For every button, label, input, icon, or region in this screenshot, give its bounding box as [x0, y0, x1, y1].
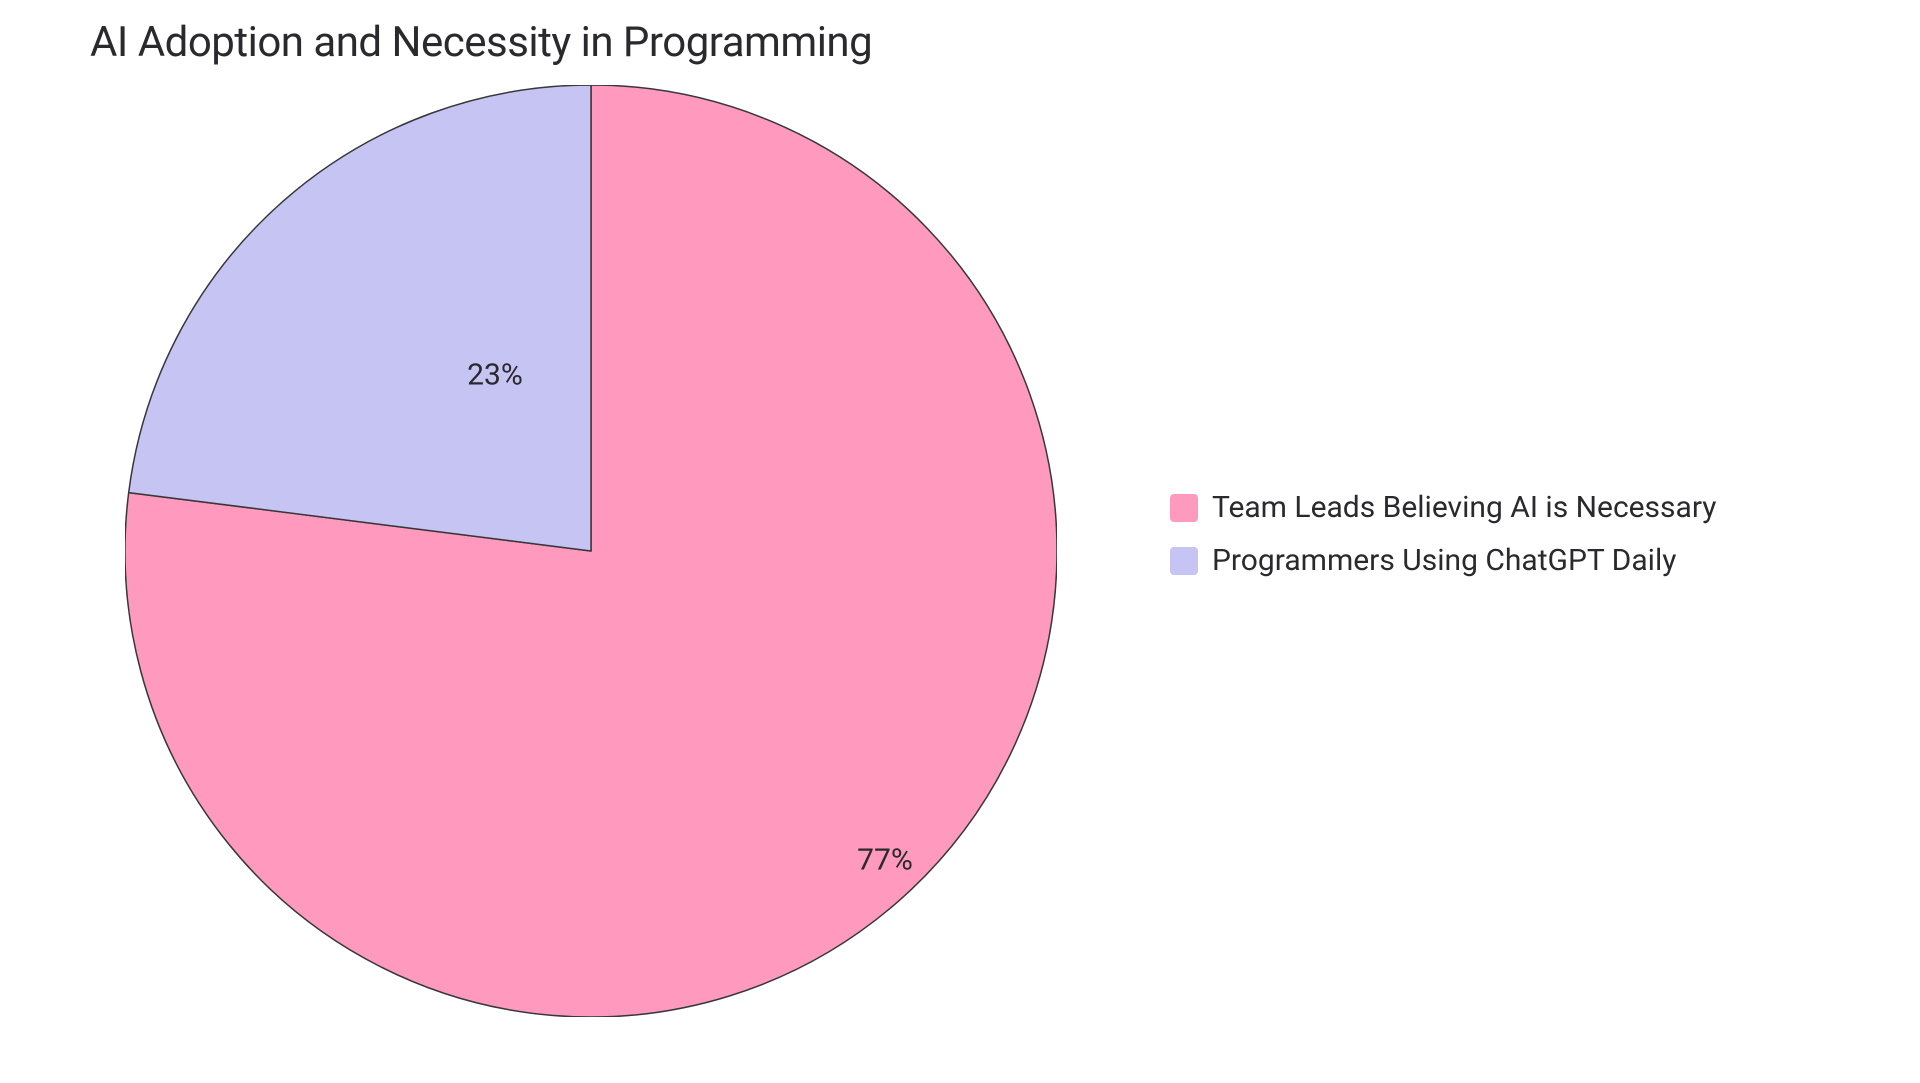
- legend-swatch-1: [1170, 547, 1198, 575]
- slice-label-1: 23%: [467, 358, 523, 393]
- legend-item-1: Programmers Using ChatGPT Daily: [1170, 543, 1716, 578]
- legend-swatch-0: [1170, 494, 1198, 522]
- pie-chart: 77% 23%: [125, 85, 1057, 1017]
- pie-svg: [125, 85, 1057, 1017]
- chart-container: AI Adoption and Necessity in Programming…: [0, 0, 1920, 1083]
- slice-label-0: 77%: [857, 843, 913, 878]
- legend: Team Leads Believing AI is Necessary Pro…: [1170, 490, 1716, 578]
- legend-label-1: Programmers Using ChatGPT Daily: [1212, 543, 1676, 578]
- pie-slice-1: [129, 85, 591, 551]
- legend-label-0: Team Leads Believing AI is Necessary: [1212, 490, 1716, 525]
- legend-item-0: Team Leads Believing AI is Necessary: [1170, 490, 1716, 525]
- chart-title: AI Adoption and Necessity in Programming: [90, 18, 872, 67]
